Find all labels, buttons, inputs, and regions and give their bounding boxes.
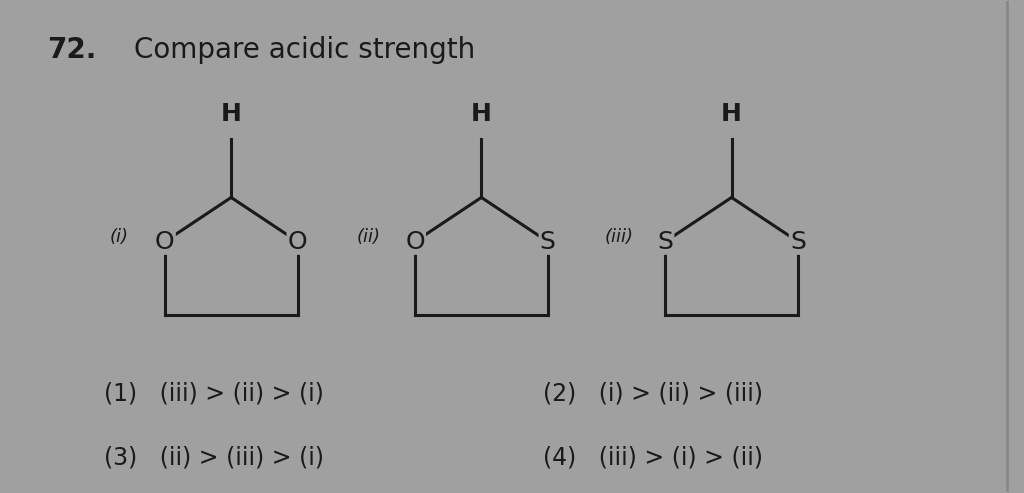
Text: (3)   (ii) > (iii) > (i): (3) (ii) > (iii) > (i) bbox=[103, 445, 324, 469]
Text: O: O bbox=[288, 230, 307, 253]
Text: (ii): (ii) bbox=[357, 228, 381, 246]
Text: H: H bbox=[721, 103, 742, 126]
Text: Compare acidic strength: Compare acidic strength bbox=[134, 35, 475, 64]
Text: 72.: 72. bbox=[47, 35, 96, 64]
Text: H: H bbox=[221, 103, 242, 126]
Text: O: O bbox=[406, 230, 425, 253]
Text: S: S bbox=[540, 230, 556, 253]
Text: (i): (i) bbox=[110, 228, 128, 246]
Text: (iii): (iii) bbox=[605, 228, 634, 246]
Text: (1)   (iii) > (ii) > (i): (1) (iii) > (ii) > (i) bbox=[103, 382, 324, 406]
Text: S: S bbox=[790, 230, 806, 253]
Text: O: O bbox=[155, 230, 175, 253]
Text: S: S bbox=[657, 230, 673, 253]
Text: (2)   (i) > (ii) > (iii): (2) (i) > (ii) > (iii) bbox=[543, 382, 763, 406]
Text: H: H bbox=[471, 103, 492, 126]
Text: (4)   (iii) > (i) > (ii): (4) (iii) > (i) > (ii) bbox=[543, 445, 763, 469]
